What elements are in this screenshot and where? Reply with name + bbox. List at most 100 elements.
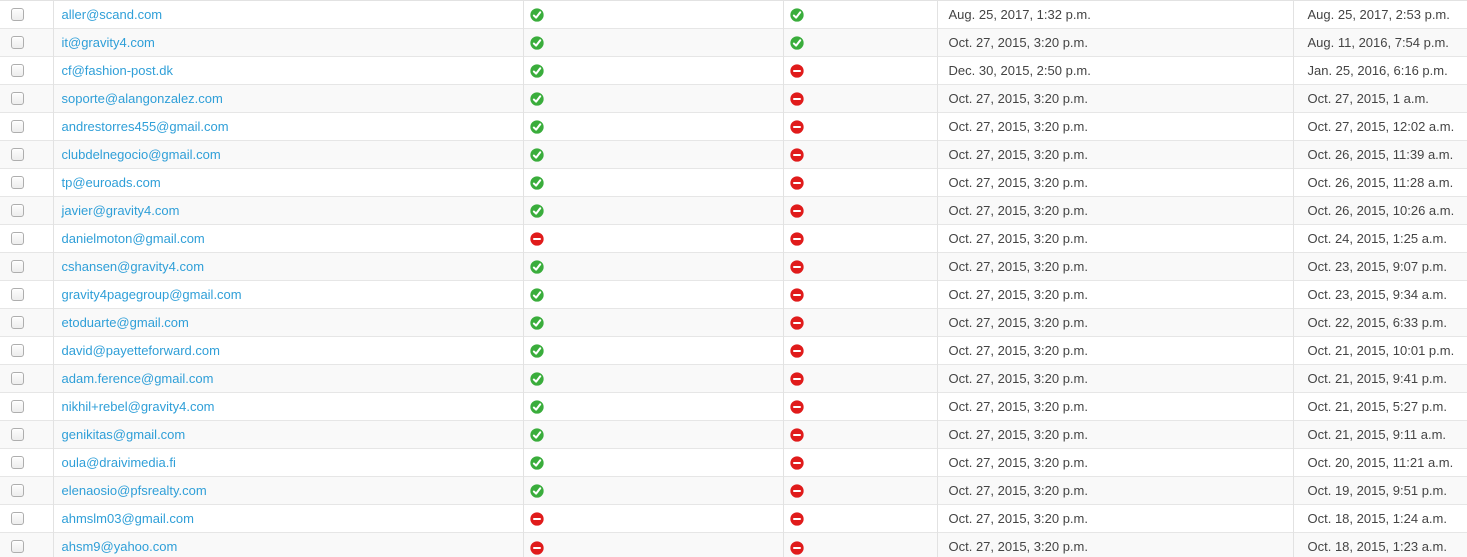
status-a-cell <box>522 476 783 505</box>
status-a-cell <box>522 168 783 197</box>
status-b-cell <box>782 504 937 533</box>
table-row: david@payetteforward.com Oct. 27, 2015, 3… <box>0 336 1467 365</box>
select-cell <box>0 56 53 85</box>
row-select-checkbox[interactable] <box>11 288 24 301</box>
row-select-checkbox[interactable] <box>11 260 24 273</box>
email-link[interactable]: nikhil+rebel@gravity4.com <box>61 399 215 414</box>
datetime-a-cell: Oct. 27, 2015, 3:20 p.m. <box>936 28 1293 57</box>
select-cell <box>0 364 53 393</box>
check-circle-icon <box>529 344 544 358</box>
check-circle-icon <box>529 260 544 274</box>
check-circle-icon <box>529 288 544 302</box>
row-select-checkbox[interactable] <box>11 36 24 49</box>
email-cell: oula@draivimedia.fi <box>52 448 523 477</box>
table-row: it@gravity4.com Oct. 27, 2015, 3:20 p.m. A… <box>0 28 1467 57</box>
minus-circle-icon <box>789 288 804 302</box>
row-select-checkbox[interactable] <box>11 344 24 357</box>
row-select-checkbox[interactable] <box>11 400 24 413</box>
row-select-checkbox[interactable] <box>11 428 24 441</box>
row-select-checkbox[interactable] <box>11 540 24 554</box>
status-b-cell <box>782 28 937 57</box>
row-select-checkbox[interactable] <box>11 148 24 161</box>
status-a-cell <box>522 392 783 421</box>
status-a-cell <box>522 420 783 449</box>
email-link[interactable]: genikitas@gmail.com <box>61 427 186 442</box>
row-select-checkbox[interactable] <box>11 8 24 21</box>
select-cell <box>0 1 53 29</box>
email-link[interactable]: etoduarte@gmail.com <box>61 315 189 330</box>
datetime-a-cell: Oct. 27, 2015, 3:20 p.m. <box>936 84 1293 113</box>
email-link[interactable]: aller@scand.com <box>61 7 163 22</box>
row-select-checkbox[interactable] <box>11 484 24 497</box>
status-a-cell <box>522 56 783 85</box>
email-cell: cf@fashion-post.dk <box>52 56 523 85</box>
row-select-checkbox[interactable] <box>11 92 24 105</box>
minus-circle-icon <box>529 232 544 246</box>
status-b-cell <box>782 224 937 253</box>
table-row: adam.ference@gmail.com Oct. 27, 2015, 3:2… <box>0 364 1467 393</box>
email-link[interactable]: soporte@alangonzalez.com <box>61 91 223 106</box>
row-select-checkbox[interactable] <box>11 64 24 77</box>
row-select-checkbox[interactable] <box>11 316 24 329</box>
email-cell: gravity4pagegroup@gmail.com <box>52 280 523 309</box>
select-cell <box>0 28 53 57</box>
check-circle-icon <box>529 204 544 218</box>
table-row: oula@draivimedia.fi Oct. 27, 2015, 3:20 p… <box>0 448 1467 477</box>
minus-circle-icon <box>789 148 804 162</box>
email-link[interactable]: adam.ference@gmail.com <box>61 371 214 386</box>
check-circle-icon <box>789 36 804 50</box>
minus-circle-icon <box>789 316 804 330</box>
table-row: cf@fashion-post.dk Dec. 30, 2015, 2:50 p.… <box>0 56 1467 85</box>
email-link[interactable]: clubdelnegocio@gmail.com <box>61 147 221 162</box>
email-link[interactable]: danielmoton@gmail.com <box>61 231 205 246</box>
datetime-b-cell: Oct. 26, 2015, 10:26 a.m. <box>1292 196 1467 225</box>
email-link[interactable]: tp@euroads.com <box>61 175 161 190</box>
row-select-checkbox[interactable] <box>11 372 24 385</box>
table-row: javier@gravity4.com Oct. 27, 2015, 3:20 p… <box>0 196 1467 225</box>
email-link[interactable]: david@payetteforward.com <box>61 343 220 358</box>
row-select-checkbox[interactable] <box>11 456 24 469</box>
select-cell <box>0 532 53 557</box>
status-a-cell <box>522 532 783 557</box>
email-link[interactable]: ahmslm03@gmail.com <box>61 511 194 526</box>
status-b-cell <box>782 532 937 557</box>
datetime-b-cell: Oct. 21, 2015, 9:11 a.m. <box>1292 420 1467 449</box>
check-circle-icon <box>529 176 544 190</box>
email-link[interactable]: ahsm9@yahoo.com <box>61 539 178 555</box>
row-select-checkbox[interactable] <box>11 204 24 217</box>
select-cell <box>0 504 53 533</box>
email-link[interactable]: elenaosio@pfsrealty.com <box>61 483 207 498</box>
datetime-b-cell: Oct. 23, 2015, 9:34 a.m. <box>1292 280 1467 309</box>
datetime-a-cell: Oct. 27, 2015, 3:20 p.m. <box>936 112 1293 141</box>
select-cell <box>0 280 53 309</box>
status-a-cell <box>522 280 783 309</box>
minus-circle-icon <box>789 260 804 274</box>
check-circle-icon <box>529 92 544 106</box>
email-link[interactable]: it@gravity4.com <box>61 35 155 50</box>
email-link[interactable]: oula@draivimedia.fi <box>61 455 176 470</box>
datetime-b-cell: Oct. 18, 2015, 1:23 a.m. <box>1292 532 1467 557</box>
email-link[interactable]: cshansen@gravity4.com <box>61 259 205 274</box>
row-select-checkbox[interactable] <box>11 232 24 245</box>
check-circle-icon <box>529 316 544 330</box>
row-select-checkbox[interactable] <box>11 120 24 133</box>
email-link[interactable]: gravity4pagegroup@gmail.com <box>61 287 242 302</box>
email-link[interactable]: javier@gravity4.com <box>61 203 180 218</box>
check-circle-icon <box>529 36 544 50</box>
check-circle-icon <box>529 148 544 162</box>
row-select-checkbox[interactable] <box>11 176 24 189</box>
minus-circle-icon <box>789 484 804 498</box>
email-cell: cshansen@gravity4.com <box>52 252 523 281</box>
datetime-b-cell: Oct. 21, 2015, 10:01 p.m. <box>1292 336 1467 365</box>
email-link[interactable]: cf@fashion-post.dk <box>61 63 173 78</box>
row-select-checkbox[interactable] <box>11 512 24 525</box>
status-b-cell <box>782 140 937 169</box>
status-b-cell <box>782 112 937 141</box>
email-link[interactable]: andrestorres455@gmail.com <box>61 119 229 134</box>
email-cell: nikhil+rebel@gravity4.com <box>52 392 523 421</box>
table-row: andrestorres455@gmail.com Oct. 27, 2015, … <box>0 112 1467 141</box>
minus-circle-icon <box>789 372 804 386</box>
minus-circle-icon <box>789 456 804 470</box>
status-b-cell <box>782 84 937 113</box>
